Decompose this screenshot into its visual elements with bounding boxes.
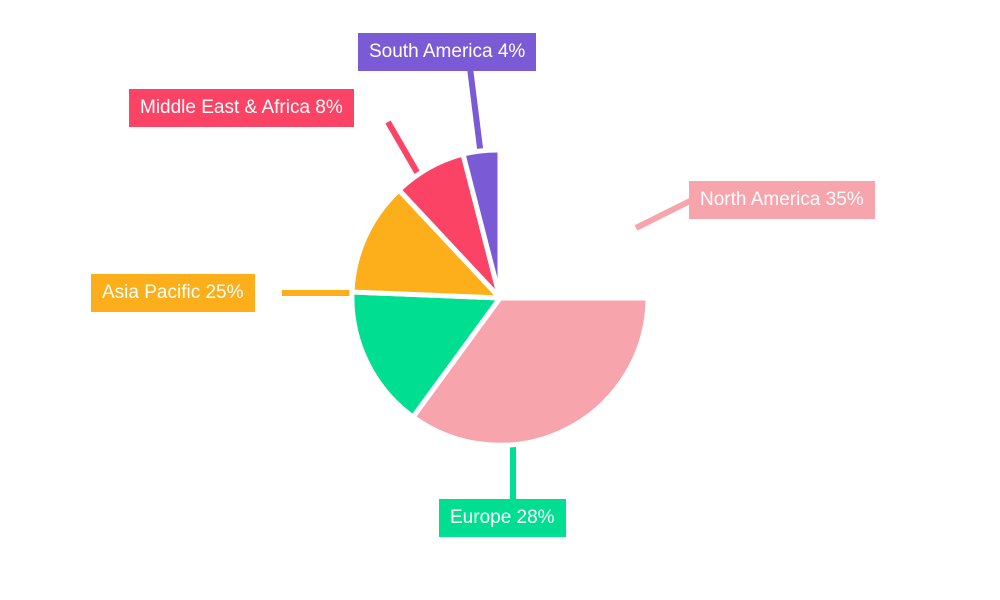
slice-label-europe[interactable]: Europe 28%: [439, 499, 566, 537]
slice-label-north-america[interactable]: North America 35%: [689, 181, 875, 219]
slice-label-asia-pacific[interactable]: Asia Pacific 25%: [91, 274, 255, 312]
leader-line-south-america: [467, 67, 484, 157]
slice-label-middle-east-africa[interactable]: Middle East & Africa 8%: [129, 89, 354, 127]
pie-slice-europe[interactable]: [349, 289, 503, 420]
pie-slice-north-america[interactable]: [410, 295, 651, 448]
pie-slice-asia-pacific[interactable]: [349, 187, 503, 301]
pie-slice-south-america[interactable]: [460, 147, 503, 301]
slice-label-south-america[interactable]: South America 4%: [358, 33, 537, 71]
pie-slices: [349, 147, 651, 448]
